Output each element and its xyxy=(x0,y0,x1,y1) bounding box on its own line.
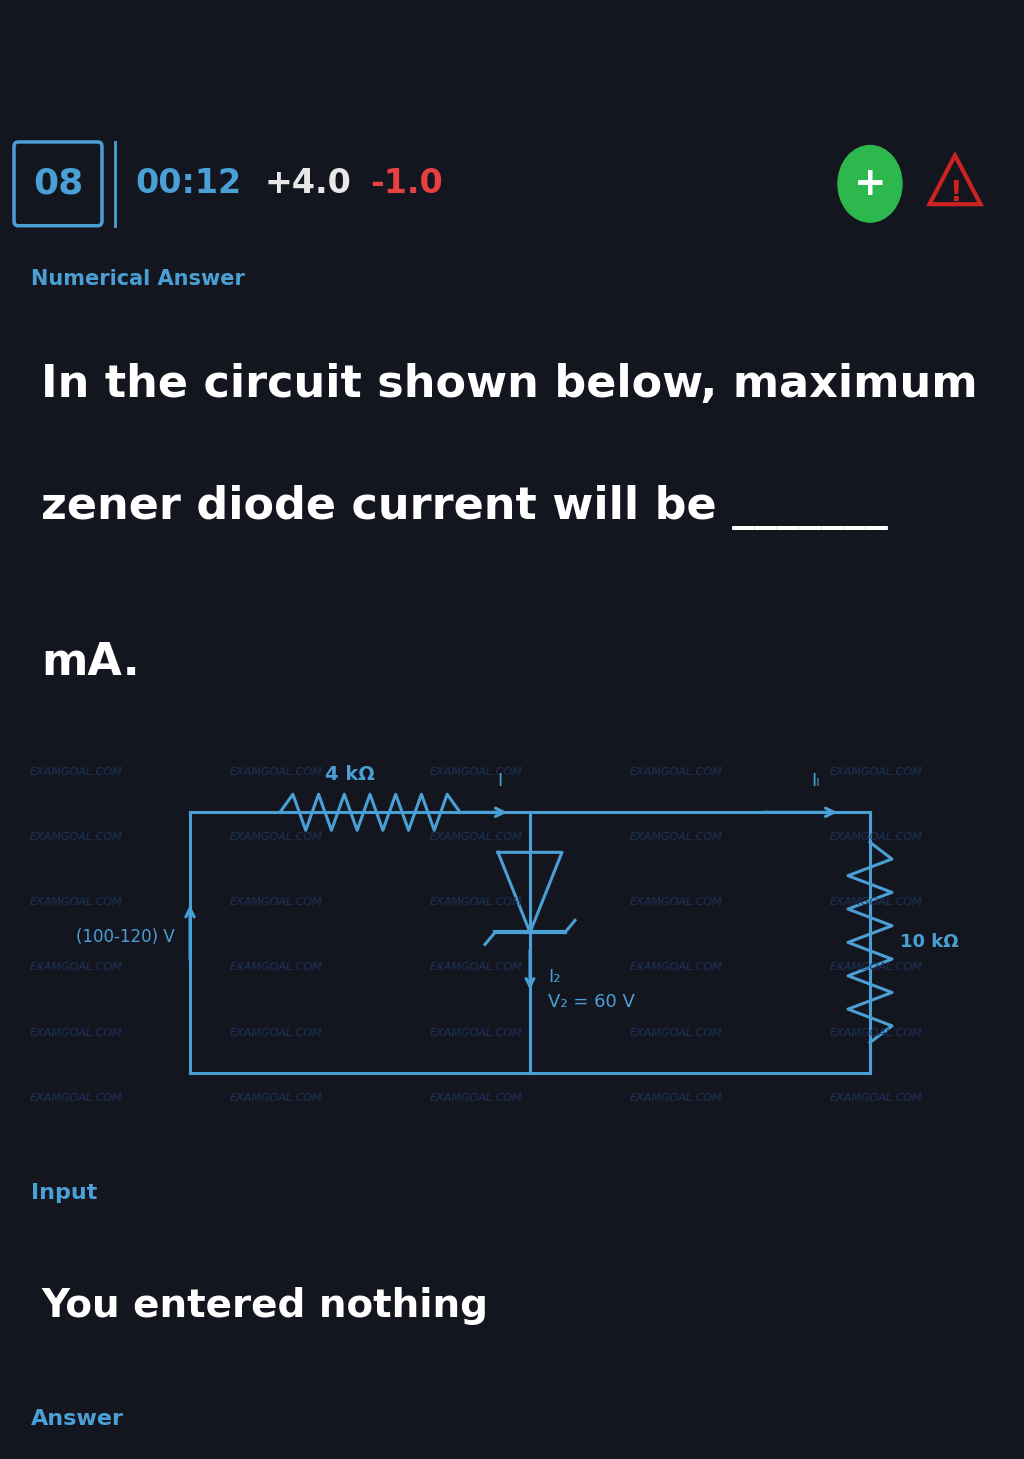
Text: In the circuit shown below, maximum: In the circuit shown below, maximum xyxy=(41,363,978,406)
Text: EXAMGOAL.COM: EXAMGOAL.COM xyxy=(630,832,723,842)
Text: Numerical Answer: Numerical Answer xyxy=(31,268,245,289)
Text: EXAMGOAL.COM: EXAMGOAL.COM xyxy=(230,963,323,973)
Circle shape xyxy=(838,146,902,222)
Text: EXAMGOAL.COM: EXAMGOAL.COM xyxy=(30,963,123,973)
Text: -1.0: -1.0 xyxy=(370,168,442,200)
Text: EXAMGOAL.COM: EXAMGOAL.COM xyxy=(830,897,923,907)
Text: mA.: mA. xyxy=(41,641,139,683)
Text: EXAMGOAL.COM: EXAMGOAL.COM xyxy=(830,767,923,778)
Text: +4.0: +4.0 xyxy=(265,168,352,200)
Text: Answer: Answer xyxy=(31,1409,124,1428)
Text: EXAMGOAL.COM: EXAMGOAL.COM xyxy=(230,767,323,778)
Text: EXAMGOAL.COM: EXAMGOAL.COM xyxy=(630,963,723,973)
Text: EXAMGOAL.COM: EXAMGOAL.COM xyxy=(430,832,522,842)
Text: EXAMGOAL.COM: EXAMGOAL.COM xyxy=(230,832,323,842)
Text: I₂: I₂ xyxy=(548,969,560,986)
Text: 10 kΩ: 10 kΩ xyxy=(900,934,958,951)
Text: EXAMGOAL.COM: EXAMGOAL.COM xyxy=(830,1093,923,1103)
Text: EXAMGOAL.COM: EXAMGOAL.COM xyxy=(430,1027,522,1037)
Text: EXAMGOAL.COM: EXAMGOAL.COM xyxy=(30,767,123,778)
Text: EXAMGOAL.COM: EXAMGOAL.COM xyxy=(30,1027,123,1037)
Text: V₂ = 60 V: V₂ = 60 V xyxy=(548,994,635,1011)
Text: EXAMGOAL.COM: EXAMGOAL.COM xyxy=(230,1027,323,1037)
Text: +: + xyxy=(854,165,887,203)
Text: (100-120) V: (100-120) V xyxy=(76,928,175,947)
Text: I: I xyxy=(498,772,503,791)
Text: EXAMGOAL.COM: EXAMGOAL.COM xyxy=(630,1093,723,1103)
Text: EXAMGOAL.COM: EXAMGOAL.COM xyxy=(830,832,923,842)
Text: You entered nothing: You entered nothing xyxy=(41,1287,488,1325)
Text: EXAMGOAL.COM: EXAMGOAL.COM xyxy=(830,1027,923,1037)
Text: 00:12: 00:12 xyxy=(135,168,241,200)
Text: !: ! xyxy=(948,179,962,207)
Text: EXAMGOAL.COM: EXAMGOAL.COM xyxy=(430,963,522,973)
Text: EXAMGOAL.COM: EXAMGOAL.COM xyxy=(230,1093,323,1103)
Text: EXAMGOAL.COM: EXAMGOAL.COM xyxy=(630,1027,723,1037)
Text: Input: Input xyxy=(31,1183,97,1202)
Text: EXAMGOAL.COM: EXAMGOAL.COM xyxy=(230,897,323,907)
Text: EXAMGOAL.COM: EXAMGOAL.COM xyxy=(830,963,923,973)
Text: EXAMGOAL.COM: EXAMGOAL.COM xyxy=(30,897,123,907)
Text: EXAMGOAL.COM: EXAMGOAL.COM xyxy=(630,897,723,907)
Text: EXAMGOAL.COM: EXAMGOAL.COM xyxy=(430,897,522,907)
Text: EXAMGOAL.COM: EXAMGOAL.COM xyxy=(430,1093,522,1103)
Text: zener diode current will be _______: zener diode current will be _______ xyxy=(41,486,888,530)
Text: EXAMGOAL.COM: EXAMGOAL.COM xyxy=(30,832,123,842)
Text: 08: 08 xyxy=(33,166,83,201)
Text: EXAMGOAL.COM: EXAMGOAL.COM xyxy=(30,1093,123,1103)
Text: EXAMGOAL.COM: EXAMGOAL.COM xyxy=(630,767,723,778)
Text: Iₗ: Iₗ xyxy=(811,772,819,791)
Text: EXAMGOAL.COM: EXAMGOAL.COM xyxy=(430,767,522,778)
Text: 4 kΩ: 4 kΩ xyxy=(326,766,375,785)
